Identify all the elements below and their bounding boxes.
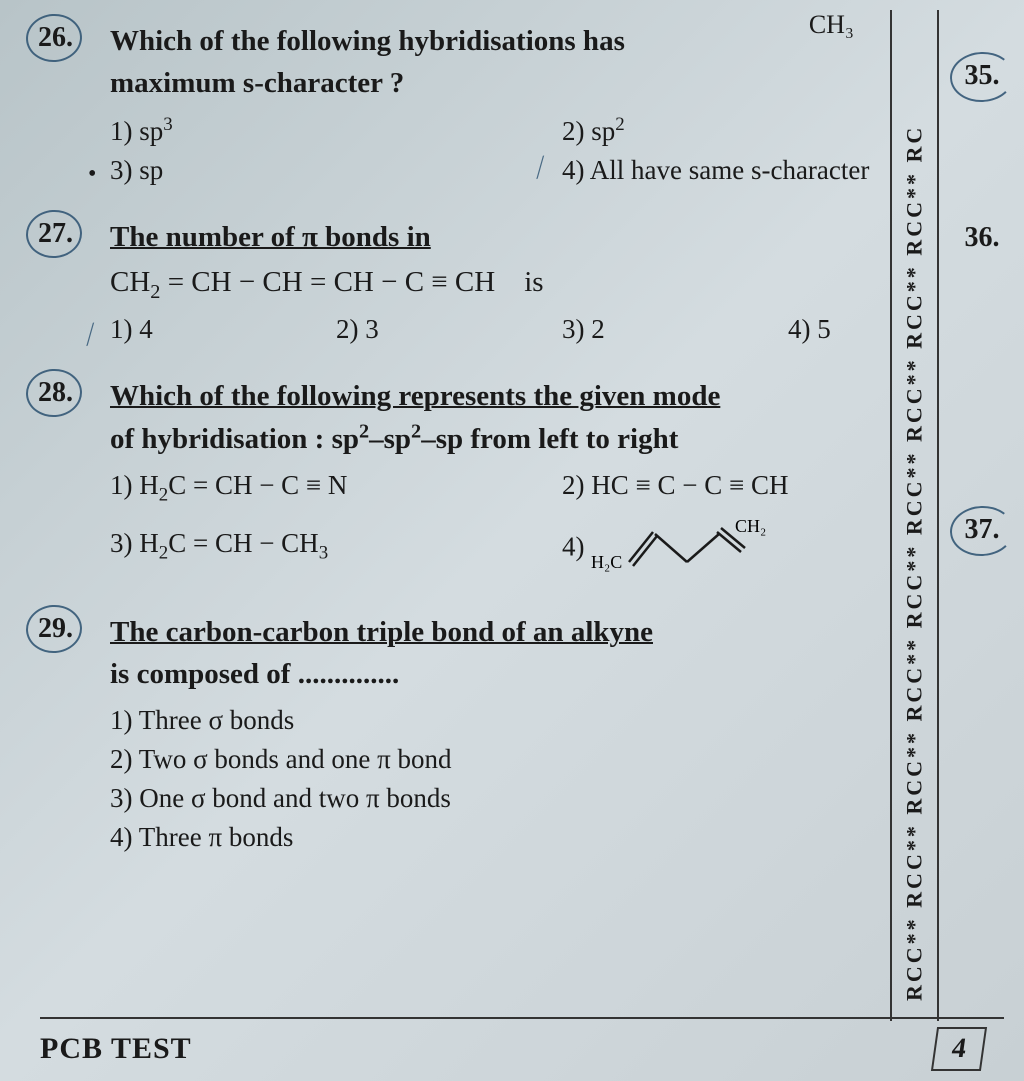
question-26: 26. Which of the following hybridisation… <box>40 20 1014 194</box>
question-text: The carbon-carbon triple bond of an alky… <box>110 611 890 695</box>
question-29: 29. The carbon-carbon triple bond of an … <box>40 611 1014 861</box>
option: 3) 2 <box>562 314 788 345</box>
question-number: 27. <box>38 218 73 250</box>
question-number: 29. <box>38 613 73 645</box>
option: 3) One σ bond and two π bonds <box>110 783 1014 814</box>
side-strip: RCC** RCC** RCC** RCC** RCC** RCC** RCC*… <box>890 10 939 1021</box>
options-list: 1) Three σ bonds 2) Two σ bonds and one … <box>110 705 1014 861</box>
svg-text:CH₂: CH₂ <box>735 518 766 536</box>
question-text: The number of π bonds in <box>110 216 890 258</box>
formula: CH2 = CH − CH = CH − C ≡ CH is <box>110 266 1014 304</box>
right-question-number: 35. <box>946 60 1018 92</box>
svg-text:H₂C: H₂C <box>591 552 622 572</box>
option: 1) sp3 <box>110 114 562 147</box>
option: 2) 3 <box>336 314 562 345</box>
skeletal-structure: H₂C CH₂ <box>591 518 771 581</box>
option: 1) H2C = CH − C ≡ N <box>110 470 562 506</box>
right-column-numbers: 35. 36. 37. <box>946 60 1018 676</box>
options-list: 1) sp3 2) sp2 • 3) sp ⁄ 4) All have same… <box>110 114 1014 194</box>
option: 4) Three π bonds <box>110 822 1014 853</box>
footer-title: PCB TEST <box>40 1032 192 1066</box>
pen-tick-icon: ⁄ <box>82 318 98 352</box>
right-question-number: 37. <box>946 514 1018 546</box>
bullet-mark: • <box>88 161 96 188</box>
option: • 3) sp <box>110 155 562 186</box>
page-content: CH₃ 26. Which of the following hybridisa… <box>0 0 1024 861</box>
option: 3) H2C = CH − CH3 <box>110 528 562 581</box>
options-list: 1) H2C = CH − C ≡ N 2) HC ≡ C − C ≡ CH 3… <box>110 470 1014 589</box>
footer-page-number: 4 <box>931 1027 987 1071</box>
question-28: 28. Which of the following represents th… <box>40 375 1014 589</box>
question-text: Which of the following hybridisations ha… <box>110 20 890 104</box>
question-27: 27. The number of π bonds in CH2 = CH − … <box>40 216 1014 353</box>
option: 2) Two σ bonds and one π bond <box>110 744 1014 775</box>
right-question-number: 36. <box>946 222 1018 254</box>
page-footer: PCB TEST 4 <box>40 1017 1004 1071</box>
question-number: 28. <box>38 377 73 409</box>
option: 1) Three σ bonds <box>110 705 1014 736</box>
option: ⁄ 1) 4 <box>110 314 336 345</box>
question-number: 26. <box>38 22 73 54</box>
question-text: Which of the following represents the gi… <box>110 375 890 460</box>
options-list: ⁄ 1) 4 2) 3 3) 2 4) 5 <box>110 314 1014 353</box>
